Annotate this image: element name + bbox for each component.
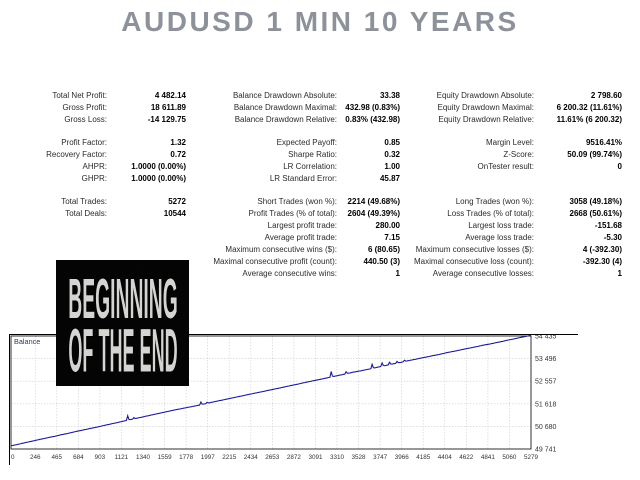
svg-text:4841: 4841 bbox=[481, 454, 496, 461]
svg-text:246: 246 bbox=[30, 454, 41, 461]
svg-text:53 496: 53 496 bbox=[535, 356, 557, 363]
svg-text:2872: 2872 bbox=[287, 454, 302, 461]
svg-text:5060: 5060 bbox=[502, 454, 517, 461]
svg-text:2434: 2434 bbox=[244, 454, 259, 461]
svg-text:903: 903 bbox=[95, 454, 106, 461]
svg-text:1121: 1121 bbox=[115, 454, 129, 461]
svg-text:4622: 4622 bbox=[459, 454, 474, 461]
svg-text:4404: 4404 bbox=[438, 454, 453, 461]
svg-text:3966: 3966 bbox=[395, 454, 410, 461]
svg-text:3091: 3091 bbox=[308, 454, 323, 461]
svg-text:684: 684 bbox=[73, 454, 84, 461]
svg-text:3747: 3747 bbox=[373, 454, 388, 461]
svg-text:1997: 1997 bbox=[201, 454, 216, 461]
svg-text:3310: 3310 bbox=[330, 454, 345, 461]
svg-text:3528: 3528 bbox=[351, 454, 366, 461]
svg-text:0: 0 bbox=[11, 454, 15, 461]
svg-text:4185: 4185 bbox=[416, 454, 431, 461]
svg-text:Balance: Balance bbox=[14, 337, 40, 346]
svg-text:49 741: 49 741 bbox=[535, 447, 557, 454]
svg-text:2653: 2653 bbox=[265, 454, 280, 461]
svg-text:2215: 2215 bbox=[222, 454, 237, 461]
svg-text:50 680: 50 680 bbox=[535, 424, 557, 431]
svg-text:5279: 5279 bbox=[524, 454, 539, 461]
svg-text:51 618: 51 618 bbox=[535, 401, 557, 408]
svg-text:1340: 1340 bbox=[136, 454, 151, 461]
svg-text:54 435: 54 435 bbox=[535, 335, 557, 341]
svg-text:1778: 1778 bbox=[179, 454, 194, 461]
svg-text:465: 465 bbox=[52, 454, 63, 461]
svg-text:1559: 1559 bbox=[158, 454, 173, 461]
svg-text:52 557: 52 557 bbox=[535, 379, 557, 386]
